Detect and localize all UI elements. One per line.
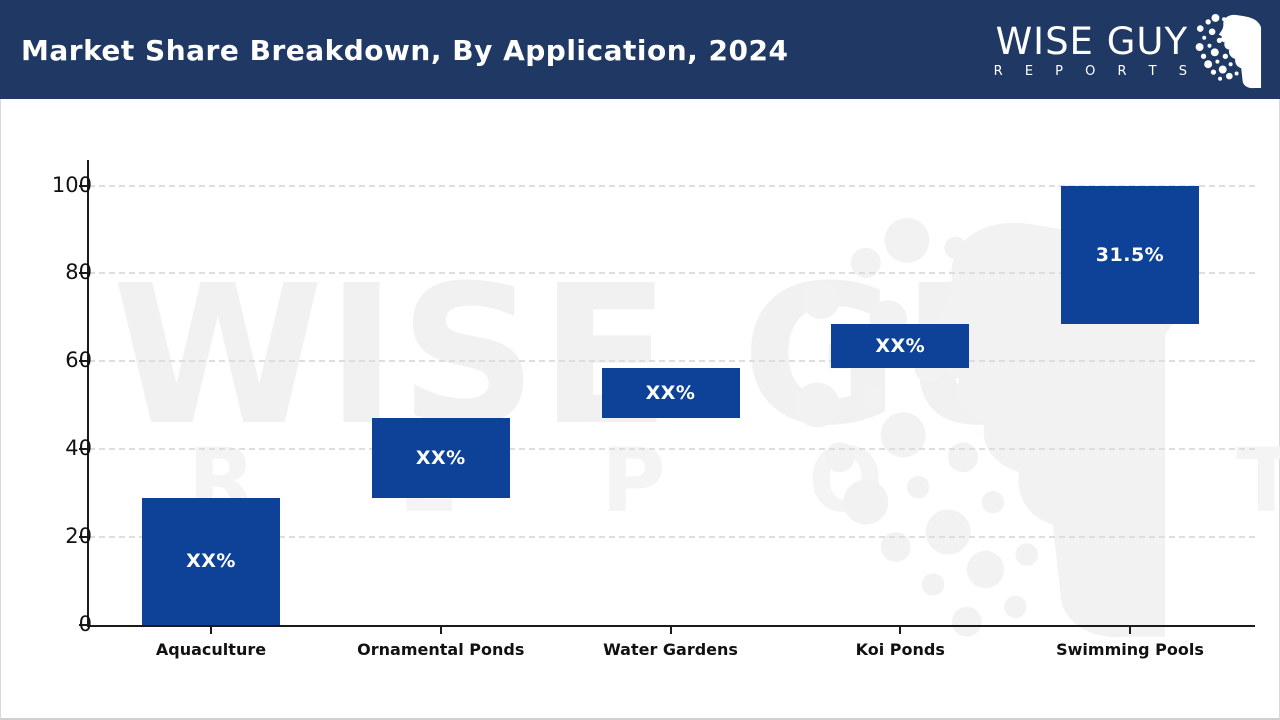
bar-value-label: XX% bbox=[415, 446, 466, 469]
bar-koi-ponds: XX% bbox=[831, 323, 970, 368]
gridline-y-80 bbox=[89, 272, 1255, 275]
x-axis-line bbox=[87, 625, 1255, 627]
dotted-head-profile-icon bbox=[794, 218, 1165, 638]
x-category-label-water-gardens: Water Gardens bbox=[603, 640, 738, 659]
logo-wiseguy-text: WISE GUY bbox=[995, 20, 1189, 63]
dotted-head-profile-icon bbox=[1195, 14, 1262, 89]
header-banner: Market Share Breakdown, By Application, … bbox=[0, 0, 1280, 99]
y-tick-mark bbox=[79, 360, 87, 363]
y-tick-label-40: 40 bbox=[65, 436, 92, 461]
y-tick-mark bbox=[79, 448, 87, 451]
x-category-label-ornamental-ponds: Ornamental Ponds bbox=[357, 640, 525, 659]
y-tick-mark bbox=[79, 184, 87, 187]
bar-value-label: XX% bbox=[645, 382, 696, 405]
bar-ornamental-ponds: XX% bbox=[371, 418, 510, 498]
y-tick-label-100: 100 bbox=[51, 172, 92, 197]
gridline-y-40 bbox=[89, 448, 1255, 451]
gridline-y-100 bbox=[89, 184, 1255, 187]
y-tick-label-20: 20 bbox=[65, 524, 92, 549]
y-tick-label-80: 80 bbox=[65, 260, 92, 285]
bar-value-label: 31.5% bbox=[1095, 243, 1165, 266]
bar-swimming-pools: 31.5% bbox=[1061, 185, 1199, 324]
y-tick-mark bbox=[79, 624, 87, 626]
bar-water-gardens: XX% bbox=[601, 367, 740, 419]
logo-text: WISE GUY R E P O R T S bbox=[988, 22, 1196, 80]
bar-aquaculture: XX% bbox=[142, 497, 280, 625]
x-tick-mark bbox=[1129, 627, 1131, 634]
gridline-y-20 bbox=[89, 536, 1255, 539]
wise-guy-reports-logo: WISE GUY R E P O R T S bbox=[994, 8, 1264, 92]
x-tick-mark bbox=[669, 627, 672, 634]
y-axis-line bbox=[87, 160, 89, 627]
y-tick-mark bbox=[79, 536, 87, 539]
bar-value-label: XX% bbox=[875, 334, 926, 357]
x-tick-mark bbox=[899, 627, 902, 634]
y-tick-mark bbox=[79, 272, 87, 275]
x-category-label-swimming-pools: Swimming Pools bbox=[1056, 640, 1204, 659]
logo-reports-text: R E P O R T S bbox=[993, 64, 1196, 79]
gridline-y-60 bbox=[89, 360, 1255, 363]
y-tick-label-0: 0 bbox=[78, 612, 92, 636]
x-tick-mark bbox=[439, 627, 442, 634]
x-tick-mark bbox=[210, 627, 212, 634]
x-category-label-aquaculture: Aquaculture bbox=[155, 640, 267, 659]
bar-value-label: XX% bbox=[186, 550, 236, 573]
x-category-label-koi-ponds: Koi Ponds bbox=[855, 640, 945, 659]
y-tick-label-60: 60 bbox=[65, 348, 92, 373]
chart-title: Market Share Breakdown, By Application, … bbox=[21, 34, 789, 67]
